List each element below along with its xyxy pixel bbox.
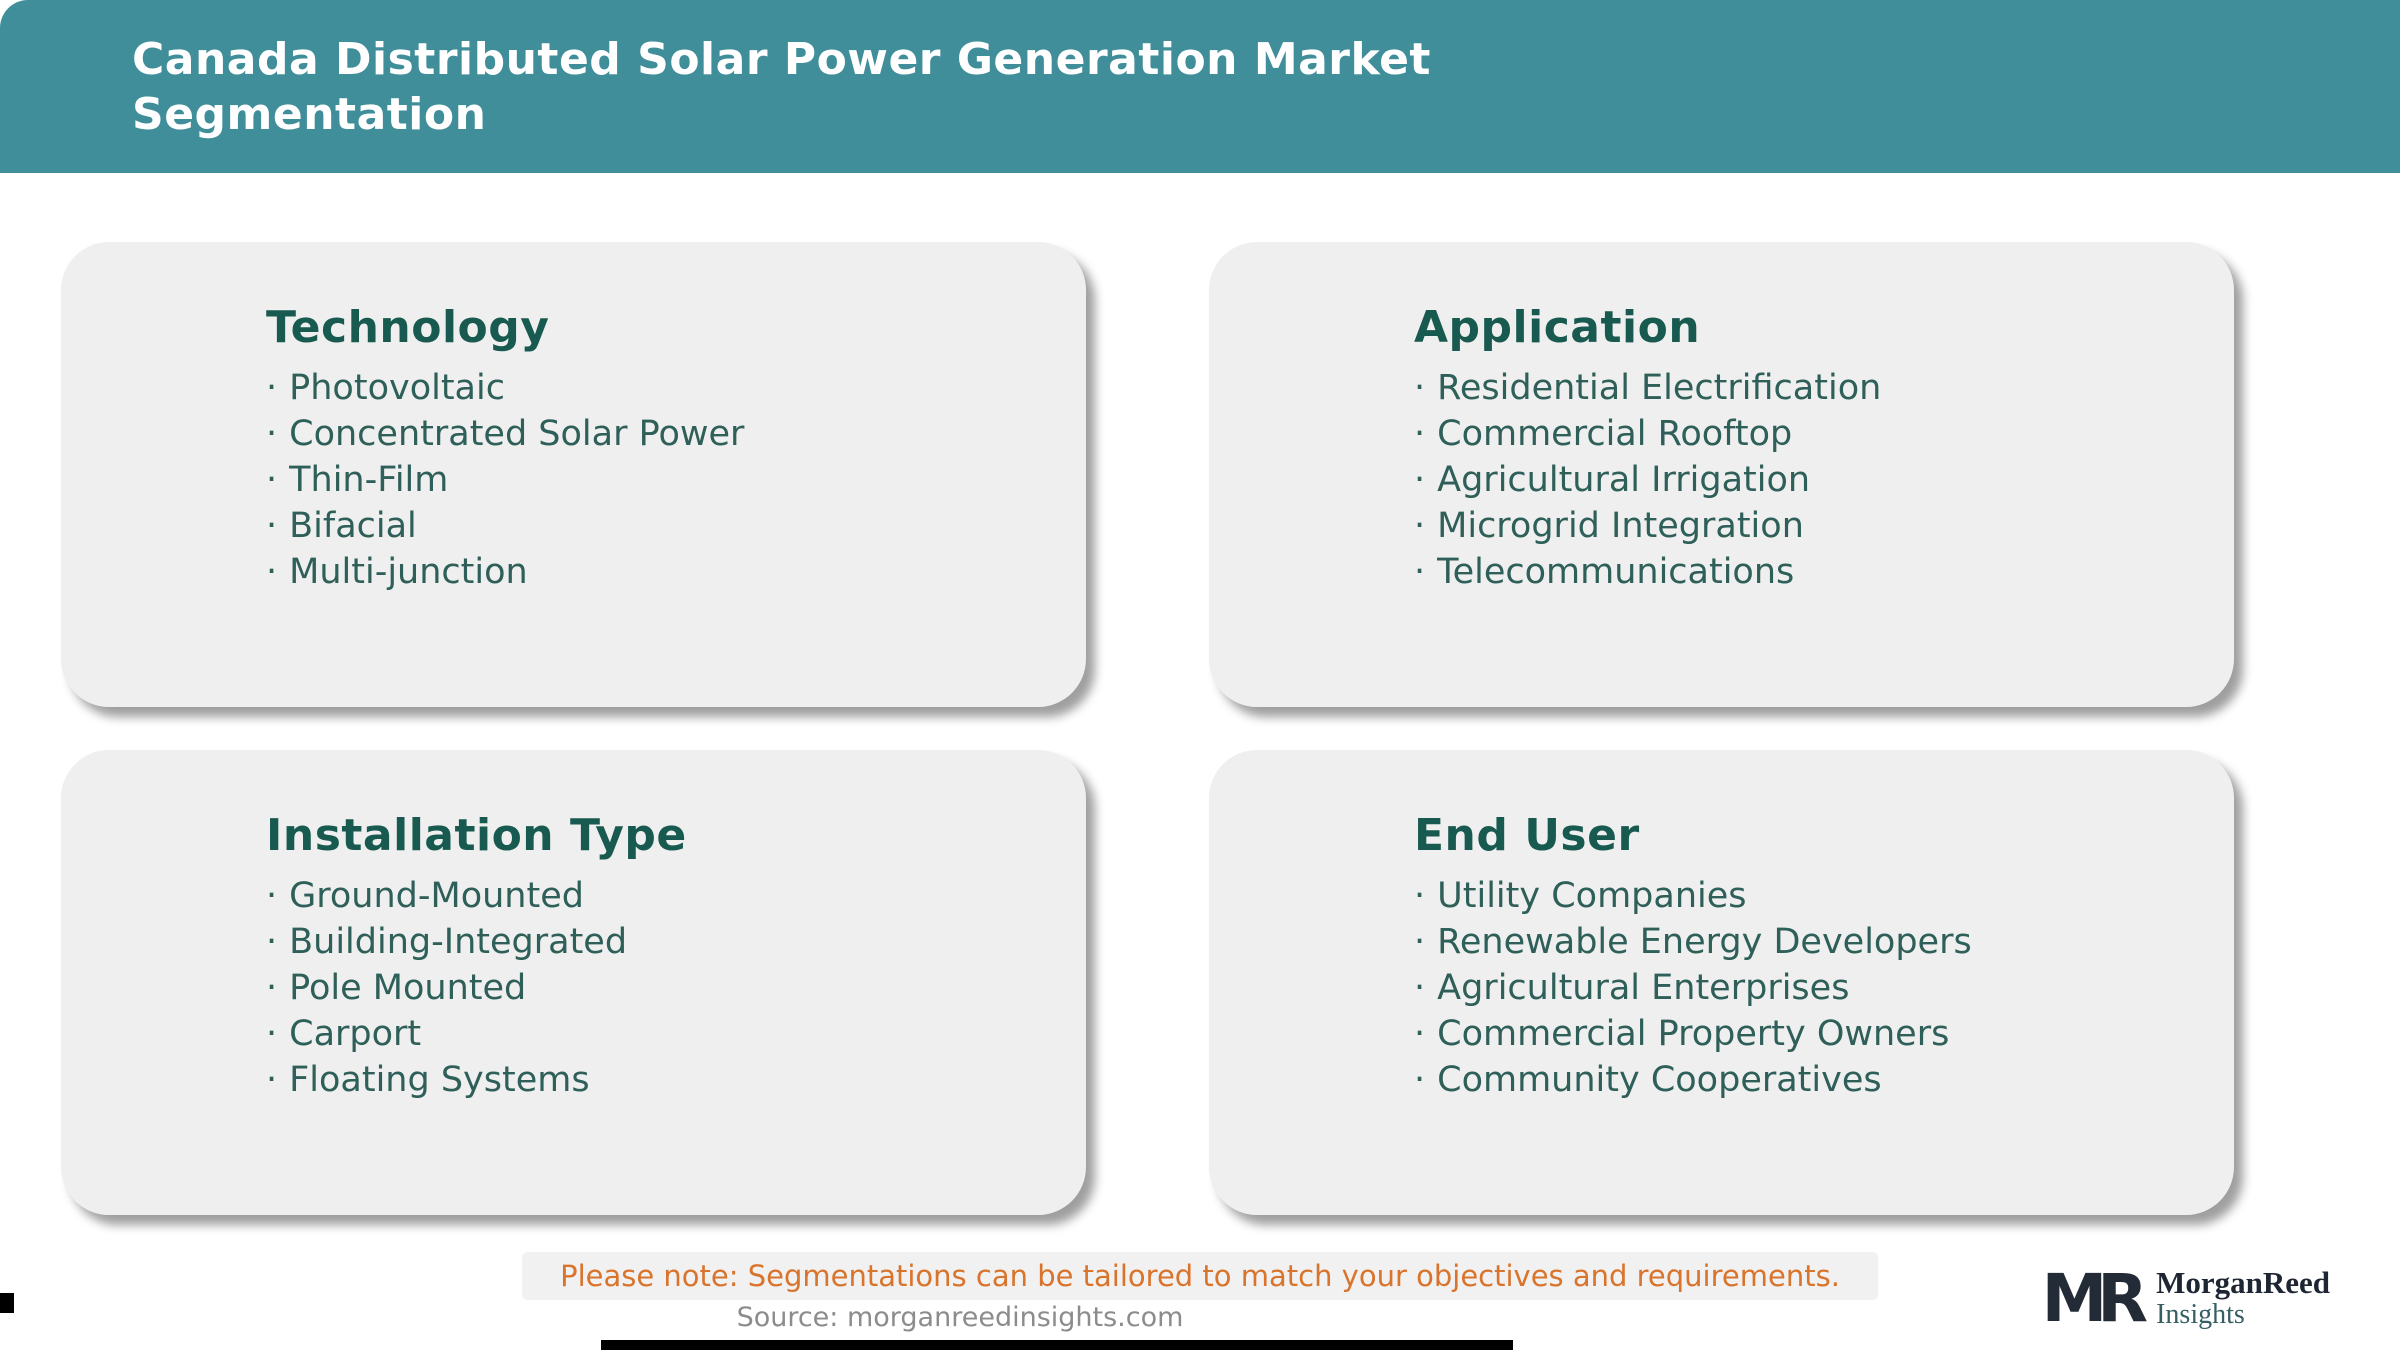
bullet-icon: · bbox=[1414, 552, 1426, 592]
bullet-icon: · bbox=[266, 368, 278, 408]
list-item-label: Building-Integrated bbox=[289, 922, 628, 962]
list-item-label: Renewable Energy Developers bbox=[1437, 922, 1972, 962]
list-item: · Ground-Mounted bbox=[266, 873, 1046, 919]
page-title: Canada Distributed Solar Power Generatio… bbox=[132, 33, 1431, 140]
card-technology-list: · Photovoltaic · Concentrated Solar Power … bbox=[266, 365, 1046, 595]
card-end-user: End User · Utility Companies · Renewable E… bbox=[1209, 750, 2234, 1215]
list-item: · Pole Mounted bbox=[266, 965, 1046, 1011]
list-item: · Bifacial bbox=[266, 503, 1046, 549]
card-technology-title: Technology bbox=[266, 302, 550, 353]
list-item: · Renewable Energy Developers bbox=[1414, 919, 2194, 965]
list-item-label: Photovoltaic bbox=[289, 368, 505, 408]
capture-artifact-bottom bbox=[601, 1340, 1513, 1350]
bullet-icon: · bbox=[266, 460, 278, 500]
bullet-icon: · bbox=[1414, 414, 1426, 454]
list-item: · Residential Electrification bbox=[1414, 365, 2194, 411]
list-item: · Concentrated Solar Power bbox=[266, 411, 1046, 457]
bullet-icon: · bbox=[266, 876, 278, 916]
card-application-title: Application bbox=[1414, 302, 1701, 353]
logo-text: MorganReed Insights bbox=[2156, 1267, 2330, 1330]
card-application: Application · Residential Electrification… bbox=[1209, 242, 2234, 707]
card-installation-type-list: · Ground-Mounted · Building-Integrated · Po… bbox=[266, 873, 1046, 1103]
list-item: · Commercial Rooftop bbox=[1414, 411, 2194, 457]
list-item: · Telecommunications bbox=[1414, 549, 2194, 595]
list-item-label: Concentrated Solar Power bbox=[289, 414, 745, 454]
bullet-icon: · bbox=[1414, 1060, 1426, 1100]
list-item-label: Thin-Film bbox=[289, 460, 449, 500]
list-item-label: Telecommunications bbox=[1437, 552, 1795, 592]
card-end-user-list: · Utility Companies · Renewable Energy Dev… bbox=[1414, 873, 2194, 1103]
bullet-icon: · bbox=[1414, 876, 1426, 916]
header-banner: Canada Distributed Solar Power Generatio… bbox=[0, 0, 2400, 173]
logo-name: MorganReed bbox=[2156, 1265, 2330, 1301]
list-item: · Agricultural Enterprises bbox=[1414, 965, 2194, 1011]
capture-artifact-left bbox=[0, 1293, 14, 1313]
list-item-label: Commercial Property Owners bbox=[1437, 1014, 1950, 1054]
list-item: · Carport bbox=[266, 1011, 1046, 1057]
source-text: Source: morganreedinsights.com bbox=[736, 1302, 1184, 1333]
bullet-icon: · bbox=[1414, 368, 1426, 408]
bullet-icon: · bbox=[266, 414, 278, 454]
bullet-icon: · bbox=[266, 1014, 278, 1054]
list-item-label: Commercial Rooftop bbox=[1437, 414, 1793, 454]
list-item-label: Microgrid Integration bbox=[1437, 506, 1804, 546]
card-application-list: · Residential Electrification · Commercial… bbox=[1414, 365, 2194, 595]
list-item: · Utility Companies bbox=[1414, 873, 2194, 919]
tailoring-note: Please note: Segmentations can be tailor… bbox=[522, 1252, 1878, 1300]
list-item-label: Ground-Mounted bbox=[289, 876, 584, 916]
list-item-label: Residential Electrification bbox=[1437, 368, 1882, 408]
list-item: · Community Cooperatives bbox=[1414, 1057, 2194, 1103]
bullet-icon: · bbox=[1414, 460, 1426, 500]
bullet-icon: · bbox=[266, 922, 278, 962]
logo-monogram-icon: MR bbox=[2041, 1260, 2148, 1337]
list-item: · Microgrid Integration bbox=[1414, 503, 2194, 549]
list-item-label: Pole Mounted bbox=[289, 968, 527, 1008]
list-item-label: Community Cooperatives bbox=[1437, 1060, 1882, 1100]
list-item-label: Agricultural Enterprises bbox=[1437, 968, 1850, 1008]
list-item: · Building-Integrated bbox=[266, 919, 1046, 965]
list-item-label: Bifacial bbox=[289, 506, 417, 546]
card-installation-type-title: Installation Type bbox=[266, 810, 687, 861]
list-item: · Floating Systems bbox=[266, 1057, 1046, 1103]
list-item: · Photovoltaic bbox=[266, 365, 1046, 411]
morganreed-logo: MR MorganReed Insights bbox=[2042, 1266, 2330, 1332]
bullet-icon: · bbox=[266, 1060, 278, 1100]
bullet-icon: · bbox=[1414, 968, 1426, 1008]
list-item: · Agricultural Irrigation bbox=[1414, 457, 2194, 503]
list-item-label: Multi-junction bbox=[289, 552, 528, 592]
card-installation-type: Installation Type · Ground-Mounted · Build… bbox=[61, 750, 1086, 1215]
list-item: · Commercial Property Owners bbox=[1414, 1011, 2194, 1057]
bullet-icon: · bbox=[1414, 1014, 1426, 1054]
bullet-icon: · bbox=[266, 506, 278, 546]
bullet-icon: · bbox=[1414, 922, 1426, 962]
list-item-label: Utility Companies bbox=[1437, 876, 1747, 916]
bullet-icon: · bbox=[266, 968, 278, 1008]
list-item: · Thin-Film bbox=[266, 457, 1046, 503]
list-item-label: Agricultural Irrigation bbox=[1437, 460, 1811, 500]
card-end-user-title: End User bbox=[1414, 810, 1640, 861]
list-item-label: Floating Systems bbox=[289, 1060, 590, 1100]
bullet-icon: · bbox=[1414, 506, 1426, 546]
list-item: · Multi-junction bbox=[266, 549, 1046, 595]
bullet-icon: · bbox=[266, 552, 278, 592]
card-technology: Technology · Photovoltaic · Concentrated S… bbox=[61, 242, 1086, 707]
logo-tagline: Insights bbox=[2156, 1298, 2245, 1330]
list-item-label: Carport bbox=[289, 1014, 422, 1054]
